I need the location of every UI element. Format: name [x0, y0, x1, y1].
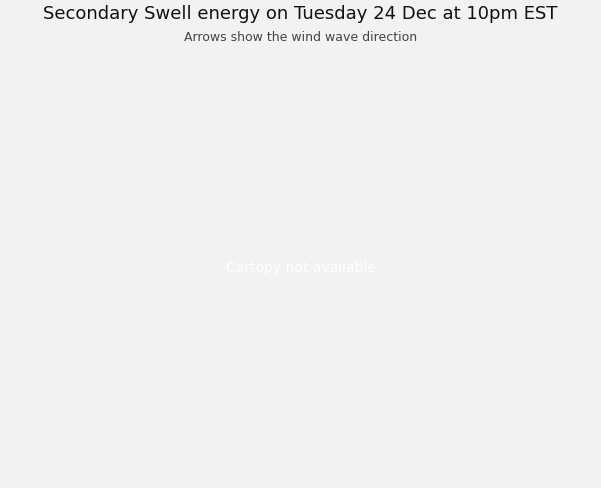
- Text: Arrows show the wind wave direction: Arrows show the wind wave direction: [184, 31, 417, 43]
- Text: Cartopy not available: Cartopy not available: [225, 260, 376, 274]
- Text: Secondary Swell energy on Tuesday 24 Dec at 10pm EST: Secondary Swell energy on Tuesday 24 Dec…: [43, 5, 558, 23]
